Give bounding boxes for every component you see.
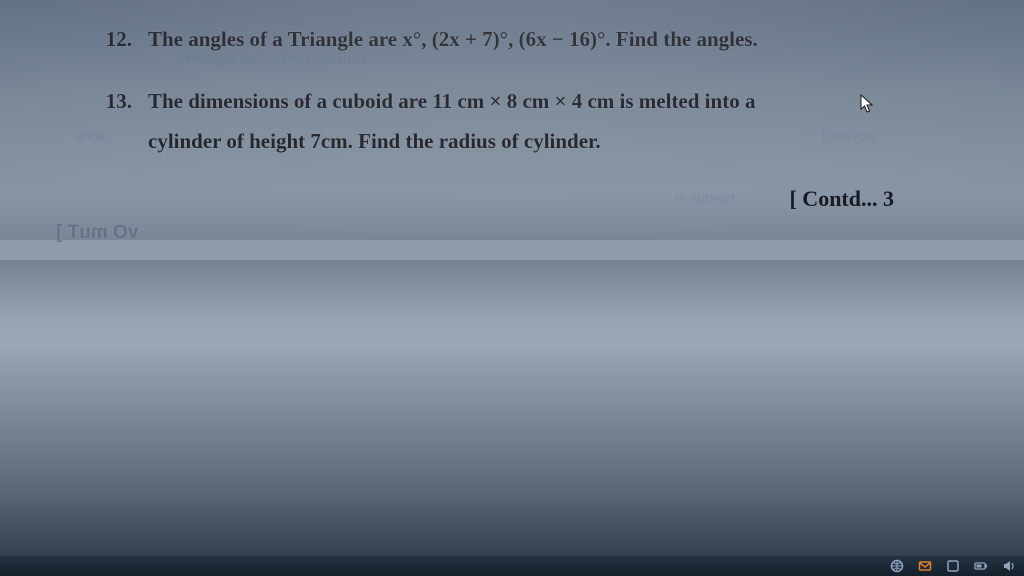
continued-marker: [ Contd... 3 (789, 186, 894, 212)
question-number: 12. (100, 20, 148, 60)
question-13: 13. The dimensions of a cuboid are 11 cm… (100, 82, 964, 162)
battery-icon[interactable] (974, 559, 988, 573)
question-text: The dimensions of a cuboid are 11 cm × 8… (148, 82, 964, 162)
question-line-2: cylinder of height 7cm. Find the radius … (148, 129, 601, 153)
mail-icon[interactable] (918, 559, 932, 573)
mouse-cursor-icon (860, 94, 874, 114)
question-line-1: The dimensions of a cuboid are 11 cm × 8… (148, 89, 755, 113)
bleed-through-text: edyomcl (822, 128, 874, 144)
bleed-through-text: dnilsm noitsivyb dguorht (175, 50, 366, 67)
question-number: 13. (100, 82, 148, 162)
globe-icon[interactable] (890, 559, 904, 573)
taskbar[interactable] (0, 556, 1024, 576)
page-shadow (0, 260, 1024, 320)
bleed-through-text: biextus in (675, 190, 734, 206)
bleed-through-turn-over: vO muT ] (56, 222, 138, 244)
box-icon[interactable] (946, 559, 960, 573)
speaker-icon[interactable] (1002, 559, 1016, 573)
bleed-through-text: enoic (75, 128, 108, 144)
